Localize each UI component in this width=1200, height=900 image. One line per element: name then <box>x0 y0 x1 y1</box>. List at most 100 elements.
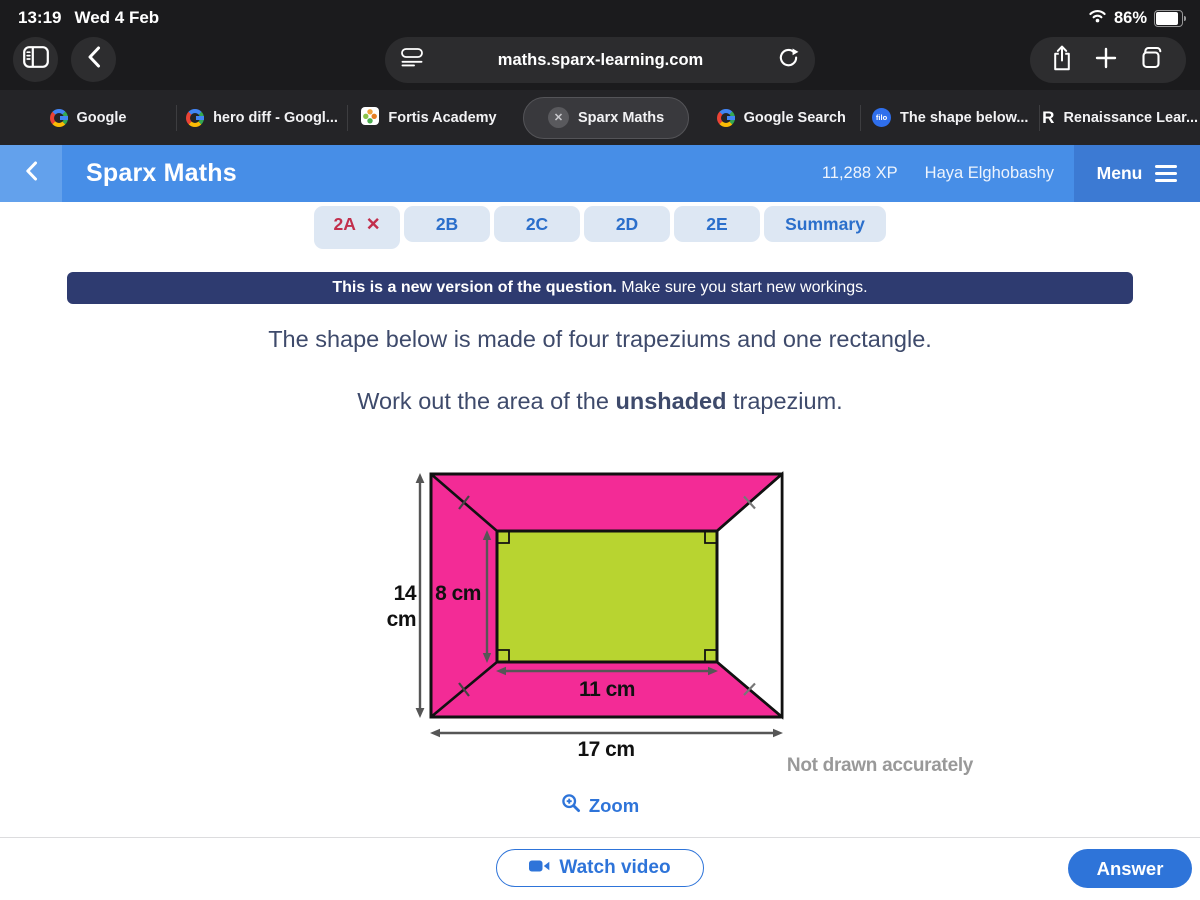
tick-mark-icon <box>458 495 470 510</box>
xp-count: 11,288 XP <box>821 164 898 182</box>
tab-2a-active[interactable]: 2A ✕ <box>314 206 400 249</box>
tab-label: hero diff - Googl... <box>213 109 338 126</box>
tab-label: 2C <box>525 213 549 234</box>
divider <box>1039 104 1041 131</box>
renaissance-icon: R <box>1042 107 1055 127</box>
arrowhead-icon <box>496 666 506 676</box>
arrowhead-icon <box>415 708 425 718</box>
google-icon <box>49 108 68 127</box>
tabs-overview-icon[interactable] <box>1140 46 1165 74</box>
tab-shape-below[interactable]: filo The shape below... <box>861 90 1039 145</box>
right-angle-icon <box>704 531 717 544</box>
reload-icon[interactable] <box>778 47 799 73</box>
tab-label: 2B <box>435 213 459 234</box>
tick-mark-icon <box>743 682 756 696</box>
tick-mark-icon <box>458 682 470 697</box>
tab-label: Sparx Maths <box>578 109 665 126</box>
status-bar-right: 86% <box>1088 9 1186 28</box>
answer-label: Answer <box>1096 857 1164 879</box>
url-text: maths.sparx-learning.com <box>497 50 704 69</box>
tab-label: 2D <box>615 213 639 234</box>
app-back-button[interactable] <box>0 145 62 202</box>
clock: 13:19 <box>18 8 62 27</box>
arrowhead-icon <box>482 653 492 663</box>
tab-google[interactable]: Google <box>0 90 176 145</box>
close-tab-icon[interactable]: ✕ <box>548 107 569 128</box>
right-angle-icon <box>704 649 717 662</box>
tab-strip: Google hero diff - Googl... Fortis Acade… <box>0 90 1200 145</box>
header-user-info: 11,288 XP Haya Elghobashy <box>822 145 1054 202</box>
label-inner-width: 11 cm <box>579 678 635 701</box>
wrong-answer-icon: ✕ <box>365 214 381 234</box>
tab-2c[interactable]: 2C <box>494 206 580 242</box>
divider <box>176 104 177 131</box>
google-icon <box>186 108 205 127</box>
reader-icon[interactable] <box>401 48 423 72</box>
arrowhead-icon <box>708 666 718 676</box>
tab-summary[interactable]: Summary <box>764 206 886 242</box>
tab-2e[interactable]: 2E <box>674 206 760 242</box>
menu-label: Menu <box>1096 163 1143 183</box>
arrowhead-icon <box>482 530 492 540</box>
not-drawn-accurately-note: Not drawn accurately <box>786 755 974 776</box>
hamburger-icon <box>1155 165 1178 182</box>
banner-bold-text: This is a new version of the question. <box>332 279 617 296</box>
right-angle-icon <box>497 531 510 544</box>
question-line-1: The shape below is made of four trapeziu… <box>268 326 932 352</box>
tab-label: Google <box>76 109 127 126</box>
banner-normal-text: Make sure you start new workings. <box>616 279 868 296</box>
tab-sparx-maths-active[interactable]: ✕ Sparx Maths <box>523 96 690 139</box>
question-line-2: Work out the area of the unshaded trapez… <box>357 388 843 414</box>
tab-2b[interactable]: 2B <box>404 206 490 242</box>
shape-diagram: 14 cm 8 cm 11 cm 17 cm Not drawn accurat… <box>370 455 1010 785</box>
tab-label: 2E <box>706 213 728 234</box>
tab-2d[interactable]: 2D <box>584 206 670 242</box>
browser-chrome: 13:19 Wed 4 Feb 86% <box>0 0 1200 145</box>
arrowhead-icon <box>415 473 425 483</box>
status-bar-left: 13:19 Wed 4 Feb <box>18 8 159 28</box>
browser-back-button[interactable] <box>71 37 116 82</box>
diagram-svg <box>415 471 784 738</box>
battery-icon <box>1154 10 1186 27</box>
address-bar[interactable]: maths.sparx-learning.com <box>385 37 815 83</box>
right-angle-icon <box>497 649 510 662</box>
tab-label: Summary <box>785 213 865 234</box>
wifi-icon <box>1088 9 1107 28</box>
divider <box>860 104 862 131</box>
menu-button[interactable]: Menu <box>1074 145 1200 202</box>
tab-google-search[interactable]: Google Search <box>702 90 860 145</box>
user-name[interactable]: Haya Elghobashy <box>924 164 1054 182</box>
watch-video-button[interactable]: Watch video <box>496 849 704 887</box>
watch-video-label: Watch video <box>559 857 671 878</box>
battery-percent: 86% <box>1113 9 1147 27</box>
arrowhead-icon <box>430 728 440 738</box>
new-version-banner: This is a new version of the question. M… <box>67 272 1133 304</box>
label-inner-height: 8 cm <box>435 582 481 605</box>
fortis-academy-icon <box>361 106 380 129</box>
arrowhead-icon <box>773 728 783 738</box>
new-tab-icon[interactable] <box>1095 47 1117 74</box>
tab-renaissance[interactable]: R Renaissance Lear... <box>1040 90 1200 145</box>
tab-label: The shape below... <box>900 109 1029 126</box>
app-header: Sparx Maths 11,288 XP Haya Elghobashy Me… <box>0 145 1200 202</box>
app-title: Sparx Maths <box>86 159 237 187</box>
tab-label: Fortis Academy <box>388 109 497 126</box>
tab-label: Google Search <box>743 109 846 126</box>
tab-fortis-academy[interactable]: Fortis Academy <box>348 90 510 145</box>
footer-divider <box>0 837 1200 838</box>
chevron-left-icon <box>87 46 101 73</box>
tick-mark-icon <box>743 495 756 510</box>
tab-label: Renaissance Lear... <box>1063 109 1199 126</box>
label-outer-height: 14 cm <box>386 582 417 631</box>
zoom-link[interactable]: Zoom <box>0 793 1200 818</box>
toolbar-right-cluster <box>1030 37 1186 83</box>
divider <box>347 104 348 131</box>
sidebar-button[interactable] <box>13 37 58 82</box>
chevron-left-icon <box>25 161 38 186</box>
filo-icon: filo <box>872 108 892 127</box>
date: Wed 4 Feb <box>74 8 160 27</box>
share-icon[interactable] <box>1052 45 1072 76</box>
tab-hero-diff[interactable]: hero diff - Googl... <box>177 90 347 145</box>
label-outer-width: 17 cm <box>577 738 635 761</box>
answer-button[interactable]: Answer <box>1068 849 1192 888</box>
